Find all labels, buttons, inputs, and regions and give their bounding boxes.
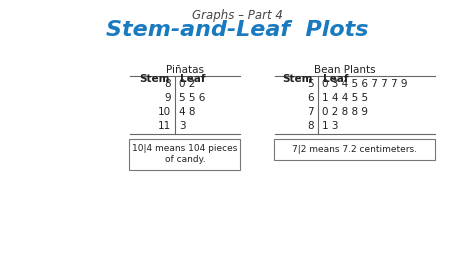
- FancyBboxPatch shape: [129, 139, 240, 170]
- Text: 3: 3: [179, 121, 186, 131]
- Text: 7: 7: [307, 107, 314, 117]
- Text: 5 5 6: 5 5 6: [179, 93, 205, 103]
- Text: Leaf: Leaf: [180, 74, 206, 84]
- Text: 10|4 means 104 pieces
of candy.: 10|4 means 104 pieces of candy.: [132, 144, 237, 164]
- Text: 11: 11: [158, 121, 171, 131]
- FancyBboxPatch shape: [274, 139, 436, 159]
- Text: Stem-and-Leaf  Plots: Stem-and-Leaf Plots: [106, 20, 368, 40]
- Text: Bean Plants: Bean Plants: [314, 65, 376, 75]
- Text: 8: 8: [307, 121, 314, 131]
- Text: Stem: Stem: [139, 74, 170, 84]
- Text: 6: 6: [307, 93, 314, 103]
- Text: 0 3 4 5 6 7 7 7 9: 0 3 4 5 6 7 7 7 9: [322, 79, 408, 89]
- Text: 1 3: 1 3: [322, 121, 338, 131]
- Text: Graphs – Part 4: Graphs – Part 4: [191, 9, 283, 22]
- Text: Leaf: Leaf: [323, 74, 348, 84]
- Text: Stem: Stem: [283, 74, 313, 84]
- Text: 10: 10: [158, 107, 171, 117]
- Text: 0 2 8 8 9: 0 2 8 8 9: [322, 107, 368, 117]
- Text: 9: 9: [164, 93, 171, 103]
- Text: 8: 8: [164, 79, 171, 89]
- Text: 0 2: 0 2: [179, 79, 195, 89]
- Text: 5: 5: [307, 79, 314, 89]
- Text: 4 8: 4 8: [179, 107, 195, 117]
- Text: 7|2 means 7.2 centimeters.: 7|2 means 7.2 centimeters.: [292, 144, 418, 154]
- Text: Piñatas: Piñatas: [166, 65, 204, 75]
- Text: 1 4 4 5 5: 1 4 4 5 5: [322, 93, 368, 103]
